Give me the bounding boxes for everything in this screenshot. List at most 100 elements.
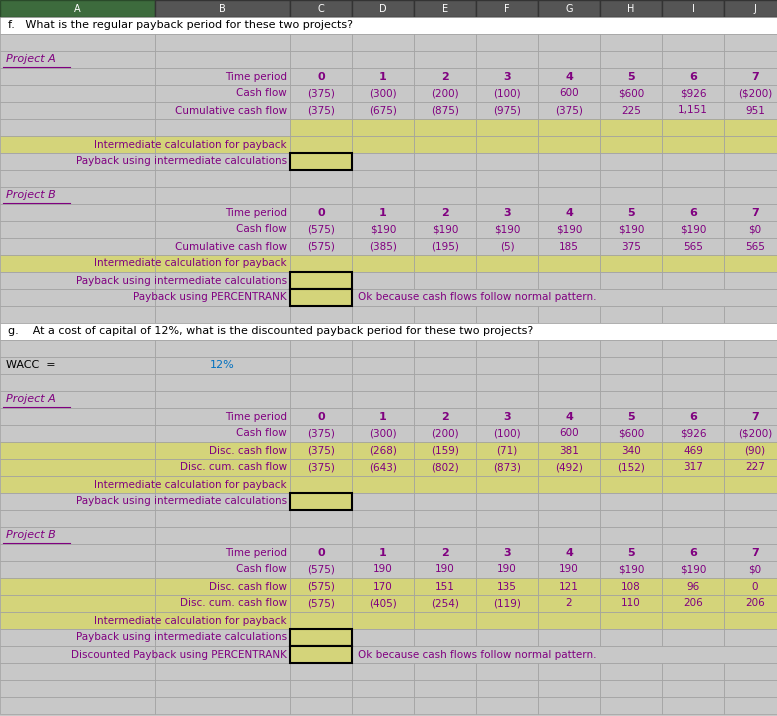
Bar (724, 51, 777, 68)
Bar (155, 680, 290, 697)
Bar (538, 561, 600, 578)
Bar (155, 442, 290, 459)
Bar (538, 595, 600, 612)
Bar (662, 136, 724, 153)
Bar (155, 306, 290, 323)
Bar (662, 680, 724, 697)
Bar (600, 697, 662, 714)
Bar (352, 595, 414, 612)
Bar (600, 663, 662, 680)
Bar (476, 561, 538, 578)
Bar (600, 510, 662, 527)
Bar (352, 238, 414, 255)
Text: 2: 2 (441, 548, 449, 558)
Text: Disc. cash flow: Disc. cash flow (209, 581, 287, 591)
Bar (724, 425, 777, 442)
Text: F: F (504, 4, 510, 14)
Bar (290, 357, 352, 374)
Text: (100): (100) (493, 428, 521, 438)
Bar (724, 357, 777, 374)
Bar (290, 595, 352, 612)
Bar (476, 493, 538, 510)
Bar (290, 425, 352, 442)
Bar (290, 391, 352, 408)
Text: (71): (71) (497, 445, 517, 455)
Bar (0, 187, 155, 204)
Bar (0, 153, 155, 170)
Bar (476, 357, 538, 374)
Text: 4: 4 (565, 412, 573, 422)
Bar (662, 493, 724, 510)
Text: (643): (643) (369, 463, 397, 473)
Text: (405): (405) (369, 599, 397, 609)
Bar (538, 238, 600, 255)
Bar (538, 391, 600, 408)
Bar (662, 442, 724, 459)
Bar (662, 119, 724, 136)
Bar (414, 697, 476, 714)
Text: A: A (74, 4, 81, 14)
Bar (662, 340, 724, 357)
Bar (0, 204, 155, 221)
Bar (155, 612, 290, 629)
Text: J: J (754, 4, 757, 14)
Text: $190: $190 (432, 225, 458, 235)
Bar (352, 289, 777, 306)
Bar (290, 34, 352, 51)
Bar (662, 51, 724, 68)
Bar (414, 221, 476, 238)
Bar (155, 204, 290, 221)
Bar (155, 646, 290, 663)
Bar (538, 306, 600, 323)
Text: 5: 5 (627, 208, 635, 218)
Bar (476, 374, 538, 391)
Bar (476, 663, 538, 680)
Bar (600, 221, 662, 238)
Bar (290, 51, 352, 68)
Text: (675): (675) (369, 105, 397, 115)
Bar (155, 493, 290, 510)
Bar (290, 221, 352, 238)
Bar (155, 663, 290, 680)
Bar (0, 306, 155, 323)
Bar (414, 85, 476, 102)
Bar (290, 238, 352, 255)
Bar (290, 544, 352, 561)
Bar (538, 340, 600, 357)
Bar (662, 170, 724, 187)
Text: Intermediate calculation for payback: Intermediate calculation for payback (94, 480, 287, 490)
Bar (414, 561, 476, 578)
Bar (352, 34, 414, 51)
Bar (538, 442, 600, 459)
Bar (600, 527, 662, 544)
Bar (414, 204, 476, 221)
Text: Ok because cash flows follow normal pattern.: Ok because cash flows follow normal patt… (358, 293, 597, 302)
Bar (0, 221, 155, 238)
Bar (0, 663, 155, 680)
Bar (0, 425, 155, 442)
Text: 6: 6 (689, 548, 697, 558)
Text: (5): (5) (500, 241, 514, 251)
Bar (724, 476, 777, 493)
Bar (724, 629, 777, 646)
Bar (414, 459, 476, 476)
Bar (414, 510, 476, 527)
Bar (414, 357, 476, 374)
Text: g.    At a cost of capital of 12%, what is the discounted payback period for the: g. At a cost of capital of 12%, what is … (8, 326, 533, 337)
Bar (155, 340, 290, 357)
Bar (290, 204, 352, 221)
Bar (538, 221, 600, 238)
Text: 469: 469 (683, 445, 703, 455)
Bar (0, 170, 155, 187)
Bar (352, 102, 414, 119)
Bar (600, 442, 662, 459)
Text: 4: 4 (565, 548, 573, 558)
Text: 1: 1 (379, 208, 387, 218)
Bar (414, 272, 476, 289)
Bar (0, 595, 155, 612)
Bar (155, 102, 290, 119)
Text: (152): (152) (617, 463, 645, 473)
Bar (476, 510, 538, 527)
Text: Cash flow: Cash flow (236, 564, 287, 574)
Bar (0, 578, 155, 595)
